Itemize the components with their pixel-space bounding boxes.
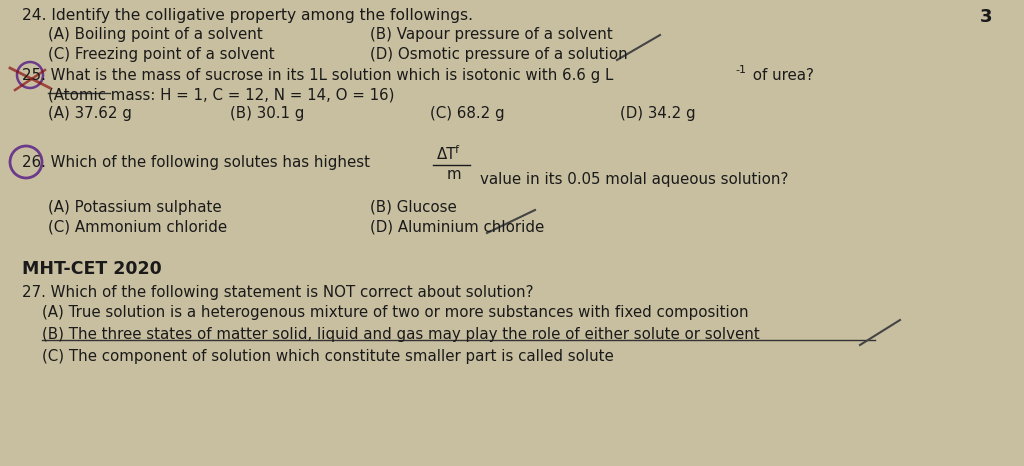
Text: 24. Identify the colligative property among the followings.: 24. Identify the colligative property am… [22,8,473,23]
Text: (D) Osmotic pressure of a solution: (D) Osmotic pressure of a solution [370,47,628,62]
Text: (A) Potassium sulphate: (A) Potassium sulphate [48,200,221,215]
Text: (A) Boiling point of a solvent: (A) Boiling point of a solvent [48,27,263,42]
Text: -1: -1 [735,65,746,75]
Text: value in its 0.05 molal aqueous solution?: value in its 0.05 molal aqueous solution… [480,172,788,187]
Text: ΔT: ΔT [437,147,457,162]
Text: (C) The component of solution which constitute smaller part is called solute: (C) The component of solution which cons… [42,349,613,364]
Text: (B) Glucose: (B) Glucose [370,200,457,215]
Text: (C) 68.2 g: (C) 68.2 g [430,106,505,121]
Text: (A) 37.62 g: (A) 37.62 g [48,106,132,121]
Text: (A) True solution is a heterogenous mixture of two or more substances with fixed: (A) True solution is a heterogenous mixt… [42,305,749,320]
Text: 27. Which of the following statement is NOT correct about solution?: 27. Which of the following statement is … [22,285,534,300]
Text: (B) The three states of matter solid, liquid and gas may play the role of either: (B) The three states of matter solid, li… [42,327,760,342]
Text: (D) Aluminium chloride: (D) Aluminium chloride [370,220,544,235]
Text: (C) Freezing point of a solvent: (C) Freezing point of a solvent [48,47,274,62]
Text: (C) Ammonium chloride: (C) Ammonium chloride [48,220,227,235]
Text: (B) Vapour pressure of a solvent: (B) Vapour pressure of a solvent [370,27,612,42]
Text: of urea?: of urea? [748,68,814,83]
Text: (D) 34.2 g: (D) 34.2 g [620,106,695,121]
Text: f: f [455,145,459,155]
Text: 26. Which of the following solutes has highest: 26. Which of the following solutes has h… [22,155,370,170]
Text: 3: 3 [980,8,992,26]
Text: 25. What is the mass of sucrose in its 1L solution which is isotonic with 6.6 g : 25. What is the mass of sucrose in its 1… [22,68,613,83]
Text: (B) 30.1 g: (B) 30.1 g [230,106,304,121]
Text: MHT-CET 2020: MHT-CET 2020 [22,260,162,278]
Text: (Atomic mass: H = 1, C = 12, N = 14, O = 16): (Atomic mass: H = 1, C = 12, N = 14, O =… [48,87,394,102]
Text: m: m [447,167,462,182]
